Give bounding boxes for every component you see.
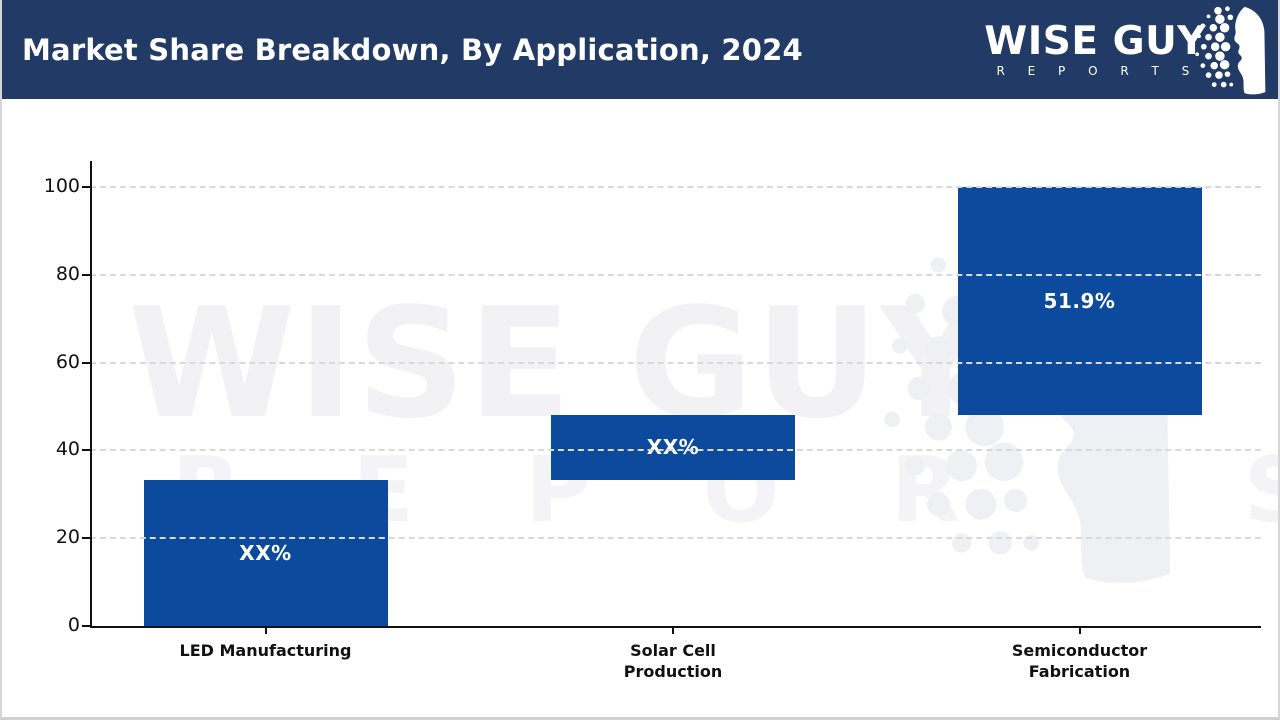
bar-value-label-solar-cell-production: XX%	[646, 435, 700, 460]
page-title: Market Share Breakdown, By Application, …	[22, 32, 803, 67]
y-tick-label-60: 60	[55, 350, 80, 373]
gridline-80	[90, 273, 1261, 276]
y-tick-label-20: 20	[55, 526, 80, 549]
x-tick-mark-led-manufacturing	[264, 628, 267, 634]
y-tick-mark-80	[82, 273, 90, 276]
x-tick-mark-solar-cell-production	[672, 628, 674, 634]
header: Market Share Breakdown, By Application, …	[2, 0, 1278, 99]
bar-value-label-led-manufacturing: XX%	[239, 540, 292, 565]
gridline-100	[90, 186, 1261, 188]
bar-solar-cell-production: XX%	[551, 414, 795, 480]
wise-guy-logo: WISE GUY R E P O R T S	[984, 4, 1266, 96]
logo-sub-wordmark: R E P O R T S	[996, 64, 1199, 78]
y-tick-label-0: 0	[67, 614, 80, 636]
bar-led-manufacturing: XX%	[143, 479, 388, 626]
gridline-40	[90, 449, 1261, 452]
y-tick-mark-100	[82, 186, 90, 188]
gridline-20	[90, 537, 1261, 540]
bar-value-label-semiconductor-fabrication: 51.9%	[1043, 288, 1116, 313]
y-tick-label-40: 40	[55, 438, 80, 461]
y-tick-label-80: 80	[55, 262, 80, 285]
x-axis-spine	[90, 626, 1261, 628]
logo-text: WISE GUY R E P O R T S	[984, 22, 1206, 78]
x-tick-mark-semiconductor-fabrication	[1078, 628, 1081, 634]
x-category-label-semiconductor-fabrication: Semiconductor Fabrication	[1011, 641, 1148, 681]
gridline-60	[90, 361, 1261, 364]
bar-semiconductor-fabrication: 51.9%	[957, 187, 1202, 415]
x-category-label-led-manufacturing: LED Manufacturing	[179, 641, 352, 660]
y-tick-mark-0	[82, 625, 90, 627]
y-axis-spine	[90, 161, 92, 628]
logo-wordmark: WISE GUY	[984, 19, 1206, 64]
y-tick-mark-20	[82, 537, 90, 540]
x-category-label-solar-cell-production: Solar Cell Production	[623, 641, 723, 681]
y-tick-label-100: 100	[43, 175, 80, 197]
y-tick-mark-60	[82, 361, 90, 364]
y-tick-mark-40	[82, 449, 90, 452]
